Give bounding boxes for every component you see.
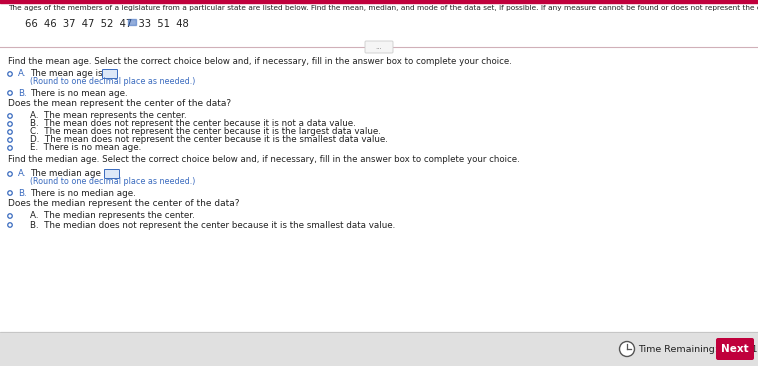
Text: There is no mean age.: There is no mean age. <box>30 89 127 97</box>
Bar <box>128 19 136 25</box>
Circle shape <box>8 191 12 195</box>
Text: The ages of the members of a legislature from a particular state are listed belo: The ages of the members of a legislature… <box>8 5 758 11</box>
Text: Does the mean represent the center of the data?: Does the mean represent the center of th… <box>8 100 231 108</box>
FancyBboxPatch shape <box>105 169 120 179</box>
Bar <box>0 332 758 366</box>
Text: B.: B. <box>18 188 27 198</box>
Text: A.: A. <box>18 169 27 179</box>
Text: There is no median age.: There is no median age. <box>30 188 136 198</box>
Text: A.  The median represents the center.: A. The median represents the center. <box>30 212 195 220</box>
Text: The median age is: The median age is <box>30 169 111 179</box>
Text: Find the median age. Select the correct choice below and, if necessary, fill in : Find the median age. Select the correct … <box>8 156 520 164</box>
Text: Does the median represent the center of the data?: Does the median represent the center of … <box>8 199 240 209</box>
Text: B.  The mean does not represent the center because it is not a data value.: B. The mean does not represent the cente… <box>30 120 356 128</box>
Text: C.  The mean does not represent the center because it is the largest data value.: C. The mean does not represent the cente… <box>30 127 381 137</box>
Circle shape <box>619 341 634 356</box>
Text: Next: Next <box>721 344 749 354</box>
FancyBboxPatch shape <box>365 41 393 53</box>
Circle shape <box>8 146 12 150</box>
Circle shape <box>8 122 12 126</box>
Text: B.  The median does not represent the center because it is the smallest data val: B. The median does not represent the cen… <box>30 220 395 229</box>
Circle shape <box>8 172 12 176</box>
Text: ...: ... <box>376 44 382 50</box>
Text: Find the mean age. Select the correct choice below and, if necessary, fill in th: Find the mean age. Select the correct ch… <box>8 57 512 66</box>
Text: (Round to one decimal place as needed.): (Round to one decimal place as needed.) <box>30 78 196 86</box>
Text: 66  46  37  47  52  47  33  51  48: 66 46 37 47 52 47 33 51 48 <box>25 19 189 29</box>
Circle shape <box>8 223 12 227</box>
Text: Time Remaining: 01:28:13: Time Remaining: 01:28:13 <box>638 344 758 354</box>
Circle shape <box>8 72 12 76</box>
FancyBboxPatch shape <box>102 70 117 78</box>
FancyBboxPatch shape <box>716 338 754 360</box>
Bar <box>0 0 758 3</box>
Circle shape <box>8 138 12 142</box>
Text: A.: A. <box>18 70 27 78</box>
Text: A.  The mean represents the center.: A. The mean represents the center. <box>30 112 186 120</box>
Text: E.  There is no mean age.: E. There is no mean age. <box>30 143 141 153</box>
Circle shape <box>8 114 12 118</box>
Text: B.: B. <box>18 89 27 97</box>
Text: (Round to one decimal place as needed.): (Round to one decimal place as needed.) <box>30 178 196 187</box>
Text: The mean age is: The mean age is <box>30 70 102 78</box>
Circle shape <box>8 130 12 134</box>
Circle shape <box>8 214 12 218</box>
Text: D.  The mean does not represent the center because it is the smallest data value: D. The mean does not represent the cente… <box>30 135 388 145</box>
Circle shape <box>8 91 12 95</box>
